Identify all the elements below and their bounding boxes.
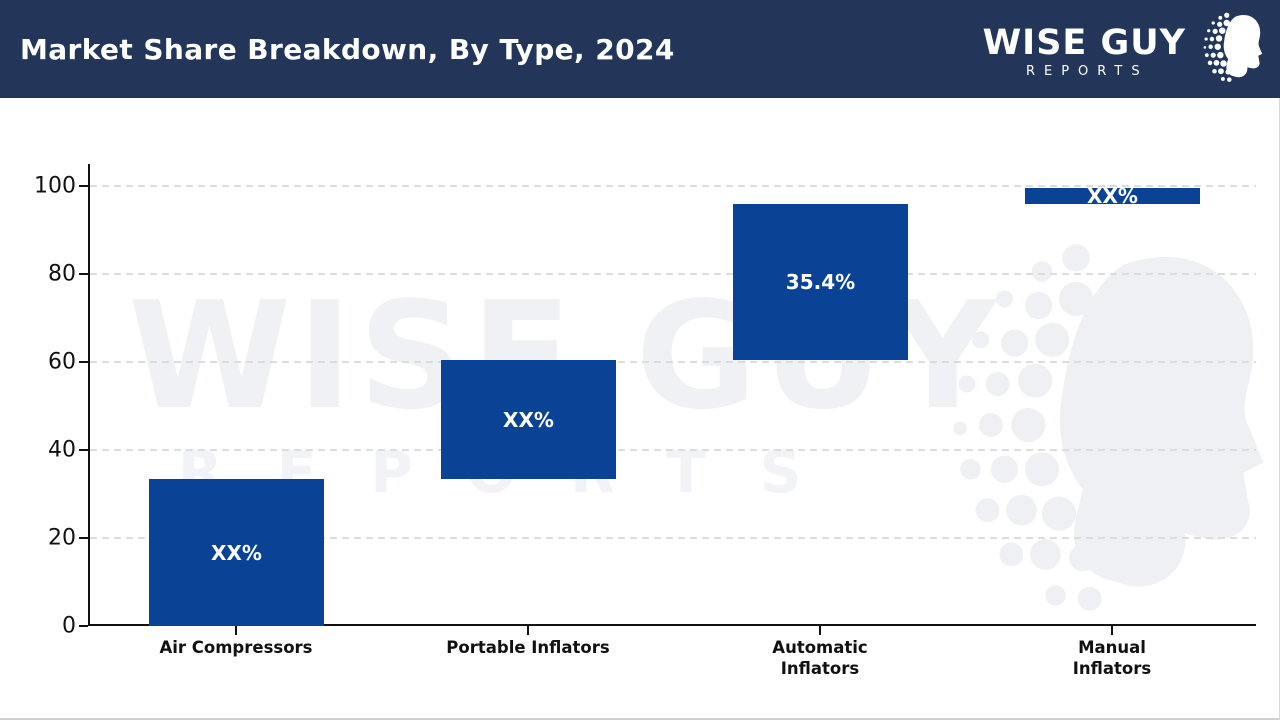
bottom-hairline [0,718,1280,720]
logo-wordmark-line1: WISE GUY [982,22,1186,63]
page-title: Market Share Breakdown, By Type, 2024 [20,32,675,66]
bar-automatic-inflators: 35.4% [733,204,908,360]
bar-portable-inflators: XX% [441,360,616,479]
bar-label-automatic-inflators: 35.4% [785,270,856,294]
x-tick-label-manual-inflators: Manual Inflators [1072,638,1152,678]
y-tick-0 [79,625,88,627]
gridline-y-60 [90,361,1256,363]
y-tick-label-0: 0 [62,613,76,639]
bar-label-air-compressors: XX% [211,540,262,565]
logo-wordmark-line2: REPORTS [1025,63,1149,79]
y-tick-label-60: 60 [48,349,76,375]
logo-wordmark: WISE GUY REPORTS [982,22,1186,79]
bar-manual-inflators: XX% [1025,184,1200,208]
gridline-y-100 [90,185,1256,187]
header-bar: Market Share Breakdown, By Type, 2024 WI… [0,0,1280,98]
x-tick-label-automatic-inflators: Automatic Inflators [772,638,868,678]
y-tick-label-100: 100 [34,173,76,199]
wiseguy-face-icon [1203,12,1263,82]
y-tick-80 [79,273,88,275]
y-tick-label-80: 80 [48,261,76,287]
bar-label-manual-inflators: XX% [1087,184,1138,208]
y-tick-60 [79,361,88,363]
y-tick-100 [79,185,88,187]
plot-area: 0 20 40 60 80 100 XX% Air Compressors XX% Portabl… [34,164,1256,678]
x-tick-automatic-inflators [819,626,821,635]
bar-air-compressors: XX% [149,479,324,626]
x-tick-manual-inflators [1111,626,1113,635]
x-tick-portable-inflators [527,626,529,635]
y-tick-40 [79,449,88,451]
wiseguy-logo: WISE GUY REPORTS [983,6,1266,94]
bar-label-portable-inflators: XX% [503,407,554,432]
x-tick-label-air-compressors: Air Compressors [159,638,313,657]
gridline-y-40 [90,449,1256,451]
x-tick-label-portable-inflators: Portable Inflators [446,638,610,657]
x-tick-air-compressors [235,626,237,635]
gridline-y-80 [90,273,1256,275]
y-tick-20 [79,537,88,539]
y-tick-label-20: 20 [48,525,76,551]
y-tick-label-40: 40 [48,437,76,463]
gridline-y-20 [90,537,1256,539]
